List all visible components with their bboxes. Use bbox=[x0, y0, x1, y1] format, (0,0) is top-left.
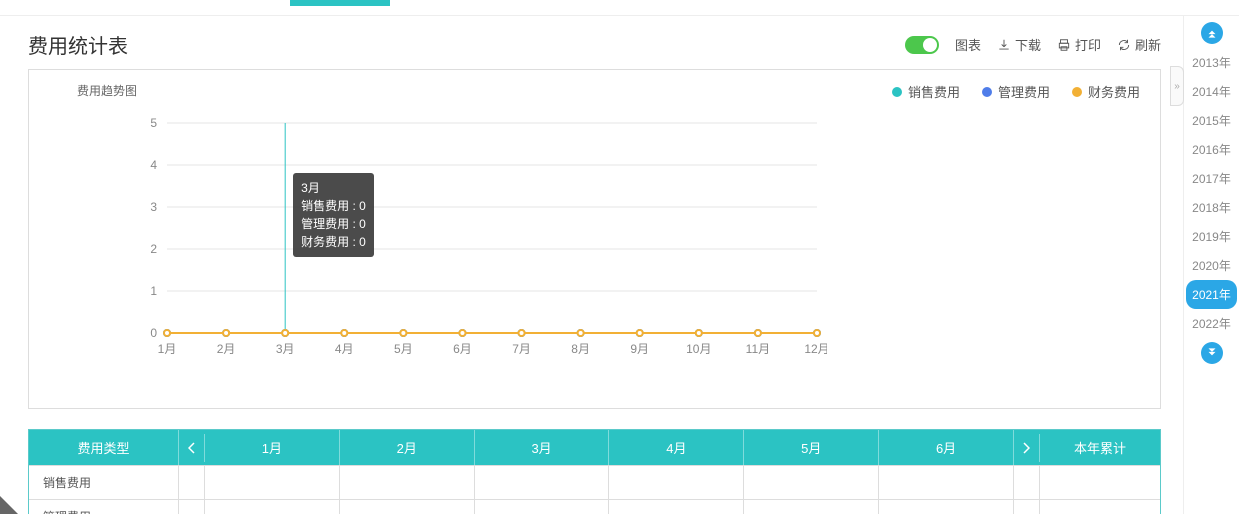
svg-text:7月: 7月 bbox=[512, 342, 531, 356]
cell-type: 销售费用 bbox=[29, 466, 179, 499]
svg-text:8月: 8月 bbox=[571, 342, 590, 356]
svg-text:10月: 10月 bbox=[686, 342, 711, 356]
col-month: 6月 bbox=[879, 430, 1014, 465]
refresh-button[interactable]: 刷新 bbox=[1117, 35, 1161, 54]
cell-month bbox=[340, 466, 475, 499]
table-row: 管理费用 bbox=[29, 499, 1160, 514]
cell-month bbox=[205, 500, 340, 514]
cell-month bbox=[879, 466, 1014, 499]
table-next-button[interactable] bbox=[1014, 434, 1040, 462]
col-type-header: 费用类型 bbox=[29, 430, 179, 465]
legend-item[interactable]: 管理费用 bbox=[982, 82, 1050, 101]
svg-text:3月: 3月 bbox=[276, 342, 295, 356]
cell-month bbox=[340, 500, 475, 514]
download-icon bbox=[997, 38, 1011, 52]
legend-label: 销售费用 bbox=[908, 82, 960, 101]
year-item[interactable]: 2020年 bbox=[1186, 251, 1237, 280]
download-label: 下载 bbox=[1015, 35, 1041, 54]
legend-item[interactable]: 财务费用 bbox=[1072, 82, 1140, 101]
cell-month bbox=[609, 500, 744, 514]
col-month: 3月 bbox=[475, 430, 610, 465]
col-month: 4月 bbox=[609, 430, 744, 465]
cell-month bbox=[879, 500, 1014, 514]
active-tab-indicator bbox=[290, 0, 390, 6]
svg-text:9月: 9月 bbox=[630, 342, 649, 356]
legend-label: 财务费用 bbox=[1088, 82, 1140, 101]
refresh-icon bbox=[1117, 38, 1131, 52]
svg-text:1月: 1月 bbox=[158, 342, 177, 356]
print-icon bbox=[1057, 38, 1071, 52]
year-scroll-down[interactable] bbox=[1201, 342, 1223, 364]
year-item[interactable]: 2017年 bbox=[1186, 164, 1237, 193]
year-item[interactable]: 2015年 bbox=[1186, 106, 1237, 135]
year-item[interactable]: 2016年 bbox=[1186, 135, 1237, 164]
refresh-label: 刷新 bbox=[1135, 35, 1161, 54]
svg-text:1: 1 bbox=[150, 284, 157, 298]
chart-card: 费用趋势图 销售费用管理费用财务费用 0123451月2月3月4月5月6月7月8… bbox=[28, 69, 1161, 409]
col-month: 1月 bbox=[205, 430, 340, 465]
legend-item[interactable]: 销售费用 bbox=[892, 82, 960, 101]
cell-month bbox=[475, 500, 610, 514]
svg-text:5月: 5月 bbox=[394, 342, 413, 356]
year-scroll-up[interactable] bbox=[1201, 22, 1223, 44]
cell-type: 管理费用 bbox=[29, 500, 179, 514]
cell-spacer bbox=[1014, 466, 1040, 499]
svg-text:2: 2 bbox=[150, 242, 157, 256]
cell-month bbox=[744, 500, 879, 514]
legend-dot bbox=[1072, 87, 1082, 97]
year-item[interactable]: 2022年 bbox=[1186, 309, 1237, 338]
svg-text:0: 0 bbox=[150, 326, 157, 340]
table-row: 销售费用 bbox=[29, 465, 1160, 499]
cell-total bbox=[1040, 466, 1160, 499]
cell-month bbox=[475, 466, 610, 499]
collapse-handle[interactable]: » bbox=[1170, 66, 1184, 106]
svg-text:6月: 6月 bbox=[453, 342, 472, 356]
svg-text:2月: 2月 bbox=[217, 342, 236, 356]
cell-spacer bbox=[179, 500, 205, 514]
cell-month bbox=[744, 466, 879, 499]
svg-text:11月: 11月 bbox=[746, 342, 770, 356]
year-item[interactable]: 2018年 bbox=[1186, 193, 1237, 222]
print-button[interactable]: 打印 bbox=[1057, 35, 1101, 54]
svg-text:3: 3 bbox=[150, 200, 157, 214]
chart-toggle-label: 图表 bbox=[955, 35, 981, 54]
chart-toggle[interactable] bbox=[905, 36, 939, 54]
top-tab-strip bbox=[0, 0, 1239, 16]
corner-handle[interactable] bbox=[0, 496, 18, 514]
cell-total bbox=[1040, 500, 1160, 514]
cell-spacer bbox=[179, 466, 205, 499]
svg-text:5: 5 bbox=[150, 116, 157, 130]
page-title: 费用统计表 bbox=[28, 30, 128, 59]
year-item[interactable]: 2019年 bbox=[1186, 222, 1237, 251]
year-item[interactable]: 2013年 bbox=[1186, 48, 1237, 77]
print-label: 打印 bbox=[1075, 35, 1101, 54]
year-item[interactable]: 2014年 bbox=[1186, 77, 1237, 106]
svg-text:12月: 12月 bbox=[804, 342, 827, 356]
cell-spacer bbox=[1014, 500, 1040, 514]
legend-label: 管理费用 bbox=[998, 82, 1050, 101]
col-total-header: 本年累计 bbox=[1040, 430, 1160, 465]
expense-table: 费用类型 1月 2月 3月 4月 5月 6月 本年累计 销售费用管理费用 bbox=[28, 429, 1161, 514]
legend-dot bbox=[982, 87, 992, 97]
svg-text:4: 4 bbox=[150, 158, 157, 172]
trend-chart[interactable]: 0 1 2 3 4 5 1月 2月 3月 4月 5月 6月 7月 8月 9月 10月 11月 12月 bbox=[127, 113, 827, 363]
year-item[interactable]: 2021年 bbox=[1186, 280, 1237, 309]
year-rail: 2013年2014年2015年2016年2017年2018年2019年2020年… bbox=[1183, 16, 1239, 514]
table-prev-button[interactable] bbox=[179, 434, 205, 462]
svg-text:4月: 4月 bbox=[335, 342, 354, 356]
col-month: 2月 bbox=[340, 430, 475, 465]
legend-dot bbox=[892, 87, 902, 97]
cell-month bbox=[609, 466, 744, 499]
download-button[interactable]: 下载 bbox=[997, 35, 1041, 54]
cell-month bbox=[205, 466, 340, 499]
chart-tooltip: 3月销售费用 : 0管理费用 : 0财务费用 : 0 bbox=[293, 173, 374, 257]
col-month: 5月 bbox=[744, 430, 879, 465]
